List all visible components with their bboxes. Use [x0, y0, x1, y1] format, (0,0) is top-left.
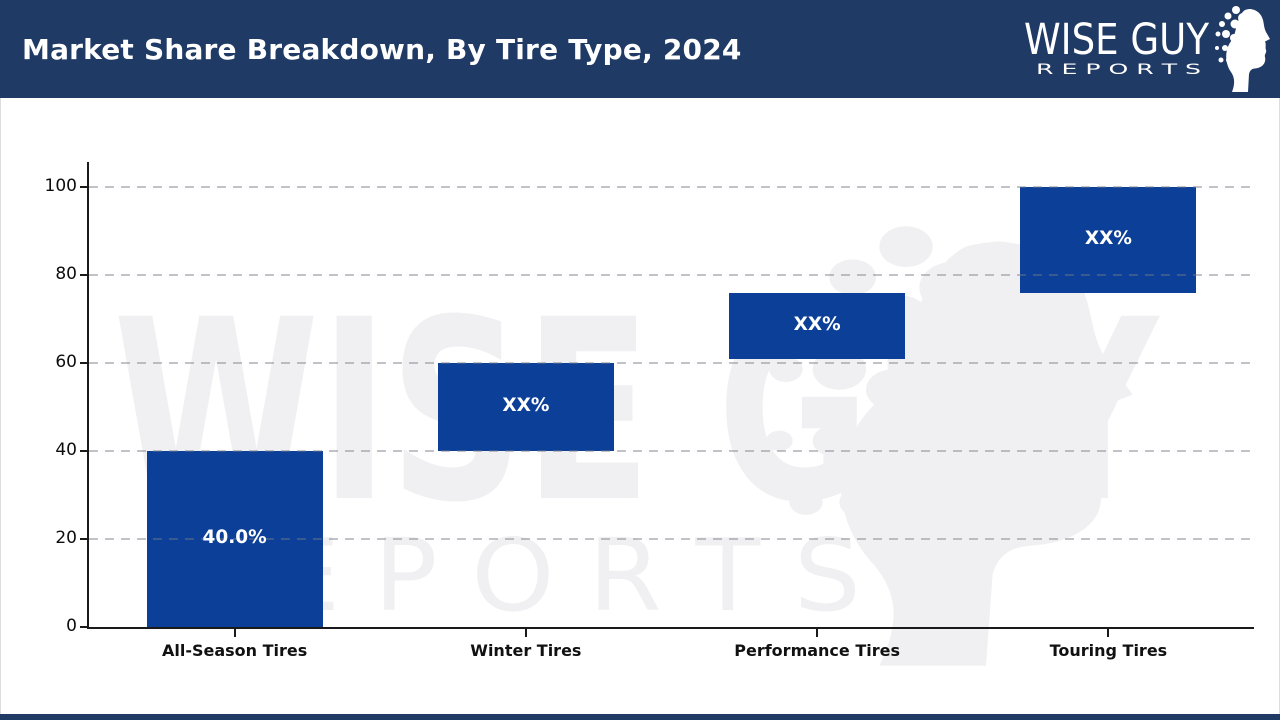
gridline-y-40: [89, 450, 1254, 452]
x-axis-line: [87, 627, 1254, 629]
gridline-y-100: [89, 186, 1254, 188]
y-tick-label-80: 80: [55, 264, 77, 284]
header-bar: Market Share Breakdown, By Tire Type, 20…: [0, 0, 1280, 98]
bar-label-performance-tires: XX%: [793, 313, 841, 335]
y-tick-label-0: 0: [66, 616, 77, 636]
footer-strip: [0, 714, 1280, 720]
x-tick-all-season-tires: [233, 629, 236, 637]
chart-area: WISE GUY R E P O R T S 0 20 40 60 80 100 40.0%…: [0, 98, 1280, 714]
x-category-label-touring-tires: Touring Tires: [1049, 641, 1168, 660]
bar-label-all-season-tires: 40.0%: [202, 527, 267, 548]
bar-label-touring-tires: XX%: [1084, 227, 1132, 249]
y-axis-line: [87, 162, 89, 629]
x-tick-performance-tires: [816, 629, 819, 637]
gridline-y-60: [89, 362, 1254, 364]
x-tick-winter-tires: [524, 629, 527, 637]
y-tick-0: [80, 626, 88, 628]
y-tick-40: [80, 450, 88, 452]
y-tick-label-100: 100: [44, 176, 77, 196]
x-category-label-performance-tires: Performance Tires: [734, 641, 900, 660]
bar-label-winter-tires: XX%: [502, 395, 550, 416]
y-tick-label-40: 40: [55, 440, 77, 460]
gridline-y-80: [89, 274, 1254, 276]
bar-all-season-tires: [146, 451, 323, 627]
logo-head-icon: [1215, 6, 1270, 92]
y-tick-60: [80, 362, 88, 364]
y-tick-20: [80, 538, 88, 540]
y-tick-80: [80, 274, 88, 276]
page-title: Market Share Breakdown, By Tire Type, 20…: [22, 32, 742, 66]
wise-guy-logo: WISE GUY R E P O R T S: [1024, 6, 1270, 92]
logo-wordmark: WISE GUY: [1024, 15, 1210, 65]
logo-subtext: R E P O R T S: [1036, 62, 1201, 78]
x-tick-touring-tires: [1107, 629, 1110, 637]
x-category-label-all-season-tires: All-Season Tires: [161, 641, 308, 660]
gridline-y-20: [89, 538, 1254, 540]
y-tick-label-60: 60: [55, 352, 77, 372]
y-tick-label-20: 20: [55, 528, 77, 548]
x-category-label-winter-tires: Winter Tires: [470, 641, 582, 660]
y-tick-100: [80, 186, 88, 188]
bar-winter-tires: [437, 363, 614, 451]
